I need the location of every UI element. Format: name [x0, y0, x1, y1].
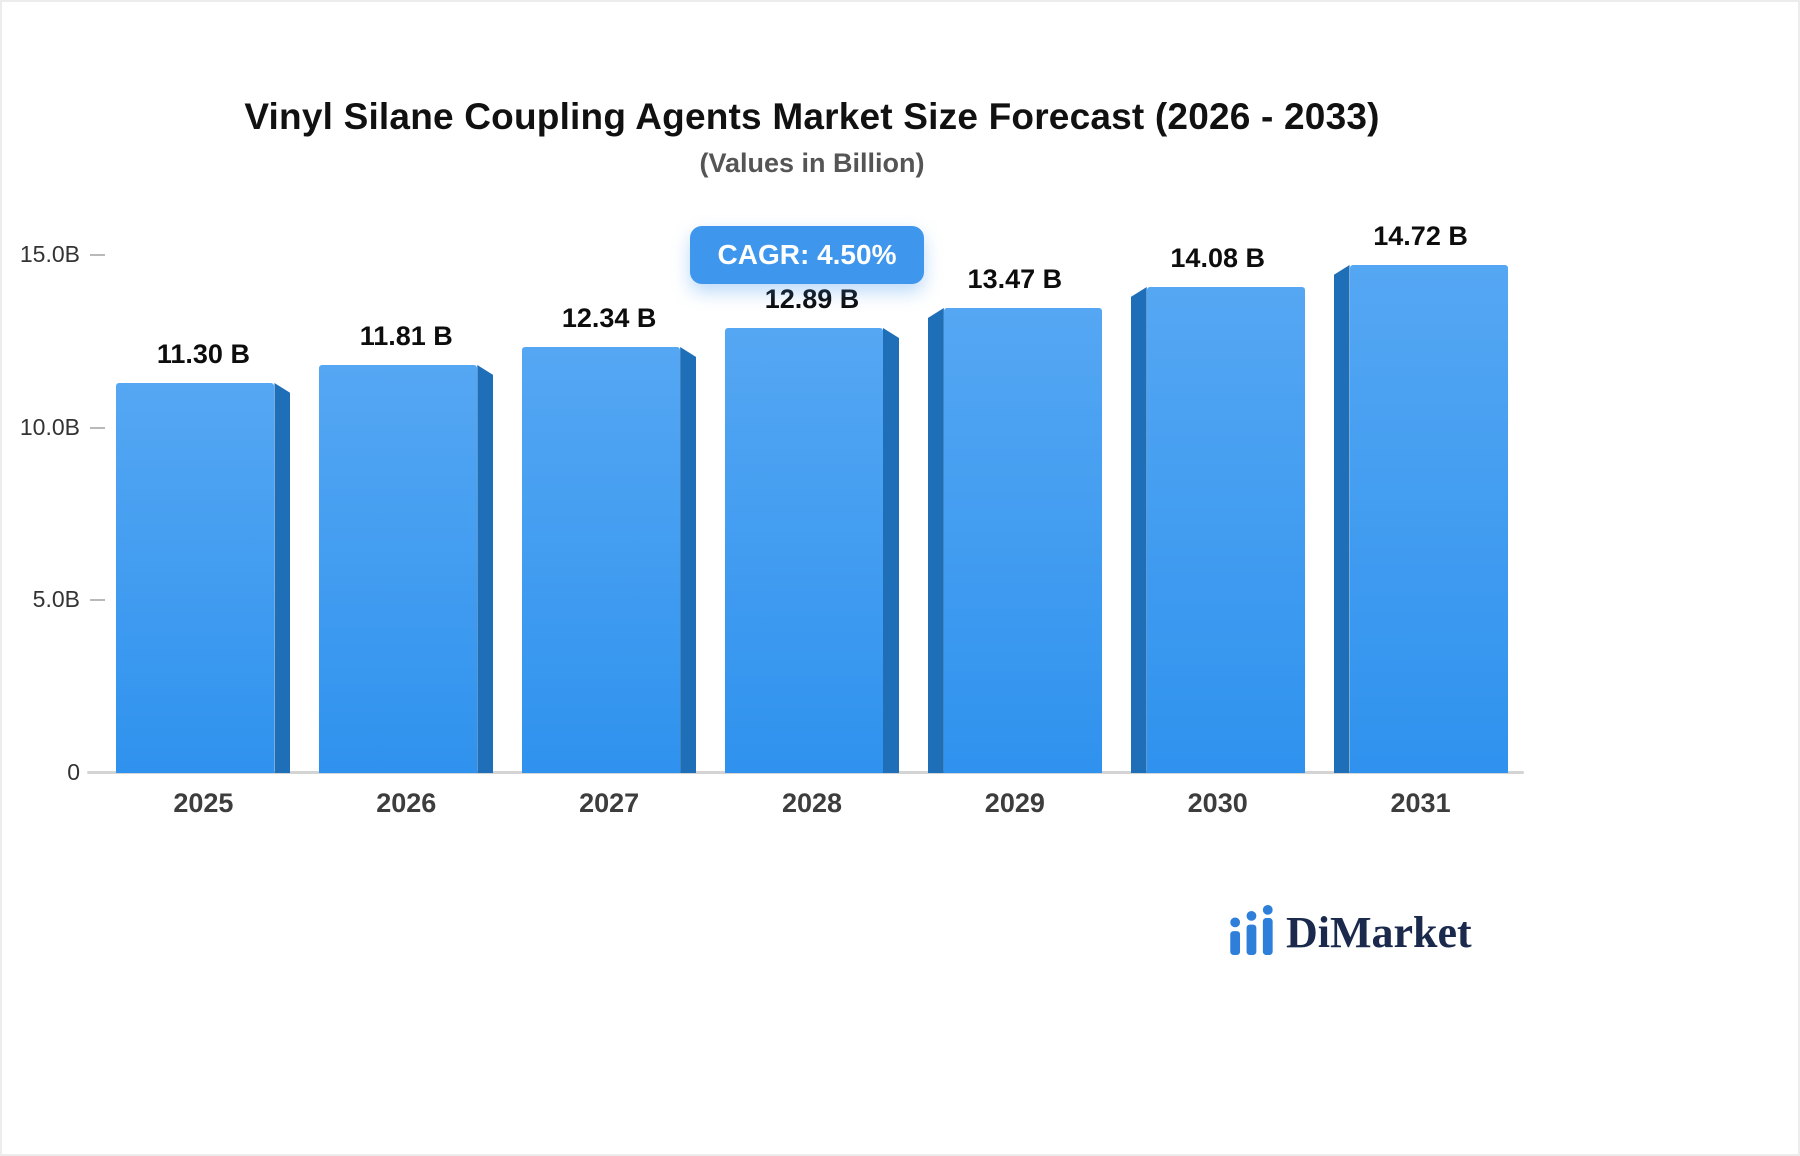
bar-face [319, 365, 478, 773]
bar-face [943, 308, 1102, 773]
bar-value-label-2031: 14.72 B [1373, 221, 1468, 251]
y-axis-tick [90, 426, 105, 429]
chart-subtitle: (Values in Billion) [699, 148, 925, 178]
bar-2026 [319, 365, 494, 773]
dimarket-logo: DiMarket [1230, 905, 1472, 960]
bar-shadow-side [883, 328, 899, 773]
x-axis-label-2031: 2031 [1390, 788, 1451, 818]
bar-value-label-2030: 14.08 B [1170, 243, 1265, 273]
bar-2028 [725, 328, 899, 773]
bar-face [522, 347, 681, 773]
bar-shadow-side [680, 347, 697, 773]
bar-shadow-side [1130, 287, 1147, 773]
bar-2029 [927, 308, 1102, 773]
x-axis-label-2030: 2030 [1187, 788, 1248, 818]
bar-shadow-side [927, 308, 944, 773]
y-axis-label-10.0B: 10.0B [19, 413, 80, 440]
bar-2025 [116, 383, 291, 773]
bar-2027 [522, 347, 697, 773]
x-axis-label-2027: 2027 [579, 788, 640, 818]
y-axis-label-5.0B: 5.0B [32, 586, 80, 613]
bar-2031 [1333, 265, 1508, 773]
bar-shadow-side [274, 383, 291, 773]
bar-2030 [1130, 287, 1305, 773]
bar-value-label-2026: 11.81 B [359, 321, 453, 351]
x-axis-label-2026: 2026 [376, 788, 437, 818]
y-axis-tick [90, 599, 105, 602]
y-axis-label-15.0B: 15.0B [19, 241, 80, 267]
y-axis-label-0: 0 [67, 759, 80, 785]
dimarket-logo-text: DiMarket [1286, 908, 1472, 957]
x-axis-label-2025: 2025 [173, 788, 234, 818]
x-axis-label-2028: 2028 [781, 788, 843, 818]
bar-value-label-2028: 12.89 B [764, 284, 860, 314]
bar-shadow-side [477, 365, 494, 773]
chart-title: Vinyl Silane Coupling Agents Market Size… [244, 96, 1380, 137]
bar-face [116, 383, 275, 773]
y-axis-tick [90, 254, 105, 256]
bar-value-label-2029: 13.47 B [967, 264, 1063, 294]
bar-value-label-2025: 11.30 B [156, 339, 250, 369]
cagr-badge-label: CAGR: 4.50% [717, 239, 897, 270]
bar-face [725, 328, 883, 773]
bar-face [1146, 287, 1305, 773]
x-axis-label-2029: 2029 [984, 788, 1045, 818]
bar-value-label-2027: 12.34 B [561, 303, 657, 333]
bar-shadow-side [1333, 265, 1350, 773]
bar-chart-logo-icon [1230, 905, 1274, 960]
bar-face [1349, 265, 1508, 773]
cagr-badge: CAGR: 4.50% [690, 226, 924, 284]
